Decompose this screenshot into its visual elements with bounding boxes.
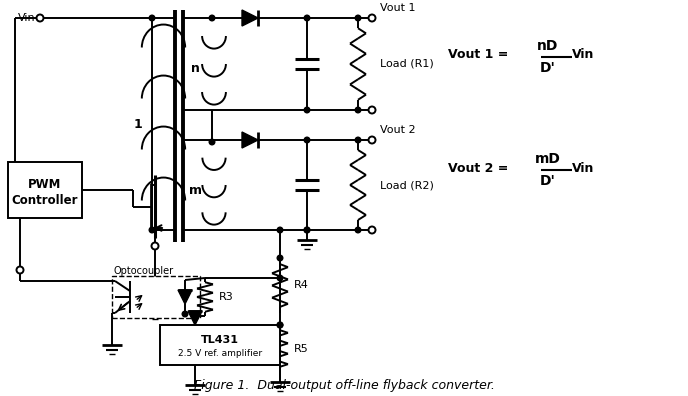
- Circle shape: [369, 107, 376, 114]
- Circle shape: [369, 137, 376, 143]
- Text: Vout 2: Vout 2: [380, 125, 416, 135]
- Circle shape: [151, 242, 158, 249]
- Text: nD: nD: [537, 39, 559, 53]
- Circle shape: [182, 311, 188, 317]
- Polygon shape: [188, 311, 202, 325]
- Circle shape: [304, 137, 310, 143]
- Circle shape: [209, 15, 215, 21]
- Circle shape: [277, 255, 283, 261]
- Text: Vout 1: Vout 1: [380, 3, 416, 13]
- Text: mD: mD: [535, 152, 561, 166]
- Polygon shape: [242, 10, 258, 26]
- Text: Figure 1.  Dual-output off-line flyback converter.: Figure 1. Dual-output off-line flyback c…: [193, 379, 495, 392]
- Text: Vin: Vin: [18, 13, 36, 23]
- Text: Vin: Vin: [572, 162, 594, 175]
- Bar: [112, 276, 200, 318]
- Circle shape: [355, 227, 361, 233]
- Text: 1: 1: [133, 118, 142, 131]
- Circle shape: [304, 227, 310, 233]
- Circle shape: [36, 15, 43, 21]
- Circle shape: [277, 322, 283, 328]
- Polygon shape: [242, 132, 258, 148]
- Text: m: m: [189, 183, 202, 196]
- Circle shape: [304, 15, 310, 21]
- Bar: [160, 325, 280, 365]
- Circle shape: [355, 107, 361, 113]
- Circle shape: [369, 15, 376, 21]
- Polygon shape: [178, 290, 192, 304]
- Text: D': D': [540, 61, 556, 75]
- Circle shape: [304, 107, 310, 113]
- Circle shape: [277, 227, 283, 233]
- Circle shape: [277, 322, 283, 328]
- Circle shape: [149, 227, 155, 233]
- Circle shape: [192, 313, 198, 319]
- Circle shape: [277, 275, 283, 281]
- Text: Optocoupler: Optocoupler: [114, 266, 174, 276]
- Text: Controller: Controller: [12, 194, 78, 206]
- Text: Vout 2 =: Vout 2 =: [448, 162, 508, 175]
- Text: Vin: Vin: [572, 48, 594, 61]
- Bar: [8, 162, 82, 218]
- Text: R3: R3: [219, 292, 234, 302]
- Text: D': D': [540, 174, 556, 188]
- Text: Load (R1): Load (R1): [380, 59, 433, 69]
- Text: PWM: PWM: [28, 177, 62, 190]
- Text: 2.5 V ref. amplifier: 2.5 V ref. amplifier: [178, 348, 262, 358]
- Circle shape: [304, 227, 310, 233]
- Circle shape: [369, 227, 376, 234]
- Circle shape: [17, 267, 23, 274]
- Text: TL431: TL431: [201, 335, 239, 345]
- Circle shape: [149, 15, 155, 21]
- Circle shape: [209, 139, 215, 145]
- Text: Vout 1 =: Vout 1 =: [448, 48, 508, 61]
- Circle shape: [355, 137, 361, 143]
- Text: Load (R2): Load (R2): [380, 180, 434, 190]
- Text: R4: R4: [294, 280, 309, 291]
- Text: R5: R5: [294, 343, 309, 354]
- Text: n: n: [191, 63, 200, 76]
- Circle shape: [355, 15, 361, 21]
